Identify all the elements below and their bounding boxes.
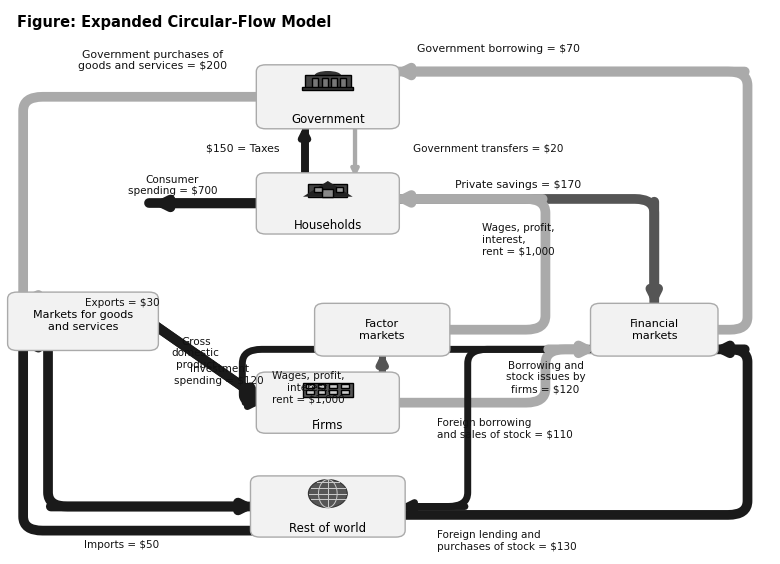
Text: Borrowing and
stock issues by
firms = $120: Borrowing and stock issues by firms = $1… — [505, 361, 585, 394]
Text: Private savings = $170: Private savings = $170 — [455, 180, 581, 191]
Text: $150 = Taxes: $150 = Taxes — [206, 143, 279, 153]
FancyBboxPatch shape — [304, 76, 351, 88]
FancyBboxPatch shape — [341, 390, 349, 394]
FancyBboxPatch shape — [8, 292, 158, 350]
Text: Wages, profit,
interest,
rent = $1,000: Wages, profit, interest, rent = $1,000 — [482, 223, 555, 257]
FancyBboxPatch shape — [308, 184, 347, 197]
FancyBboxPatch shape — [322, 190, 333, 197]
FancyBboxPatch shape — [306, 390, 314, 394]
Text: Foreign lending and
purchases of stock = $130: Foreign lending and purchases of stock =… — [437, 531, 576, 552]
Text: Government: Government — [291, 68, 365, 126]
Text: Firms: Firms — [312, 374, 343, 431]
Text: Financial
markets: Financial markets — [629, 319, 679, 341]
FancyBboxPatch shape — [335, 187, 343, 192]
FancyBboxPatch shape — [257, 372, 399, 433]
Text: Households: Households — [293, 174, 362, 232]
Ellipse shape — [314, 71, 341, 80]
FancyBboxPatch shape — [257, 65, 399, 129]
Text: Foreign borrowing
and sales of stock = $110: Foreign borrowing and sales of stock = $… — [437, 418, 573, 440]
Polygon shape — [303, 181, 353, 197]
FancyBboxPatch shape — [590, 303, 718, 356]
FancyBboxPatch shape — [303, 383, 353, 397]
Text: Wages, profit,
interest,
rent = $1,000: Wages, profit, interest, rent = $1,000 — [272, 371, 345, 404]
FancyBboxPatch shape — [329, 384, 337, 388]
Text: Government borrowing = $70: Government borrowing = $70 — [417, 44, 580, 54]
Circle shape — [308, 479, 347, 508]
FancyBboxPatch shape — [314, 187, 321, 192]
FancyBboxPatch shape — [306, 384, 314, 388]
FancyBboxPatch shape — [302, 87, 353, 90]
Text: Government purchases of
goods and services = $200: Government purchases of goods and servic… — [78, 50, 228, 71]
FancyBboxPatch shape — [331, 78, 337, 88]
Text: Gross
domestic
product: Gross domestic product — [172, 337, 220, 370]
Text: Figure: Expanded Circular-Flow Model: Figure: Expanded Circular-Flow Model — [17, 15, 332, 30]
Text: Markets for goods
and services: Markets for goods and services — [33, 311, 133, 332]
Text: Rest of world: Rest of world — [289, 478, 367, 535]
FancyBboxPatch shape — [321, 78, 328, 88]
FancyBboxPatch shape — [317, 384, 325, 388]
Text: Exports = $30: Exports = $30 — [84, 298, 159, 309]
Text: Factor
markets: Factor markets — [360, 319, 405, 341]
FancyBboxPatch shape — [340, 78, 346, 88]
FancyBboxPatch shape — [312, 78, 318, 88]
Text: Government transfers = $20: Government transfers = $20 — [413, 143, 564, 153]
FancyBboxPatch shape — [317, 390, 325, 394]
Text: Consumer
spending = $700: Consumer spending = $700 — [128, 175, 217, 196]
FancyBboxPatch shape — [341, 384, 349, 388]
Text: Imports = $50: Imports = $50 — [84, 540, 159, 550]
FancyBboxPatch shape — [314, 303, 450, 356]
FancyBboxPatch shape — [250, 476, 405, 537]
FancyBboxPatch shape — [257, 173, 399, 234]
FancyBboxPatch shape — [329, 390, 337, 394]
Text: Investment
spending = $120: Investment spending = $120 — [174, 364, 264, 386]
